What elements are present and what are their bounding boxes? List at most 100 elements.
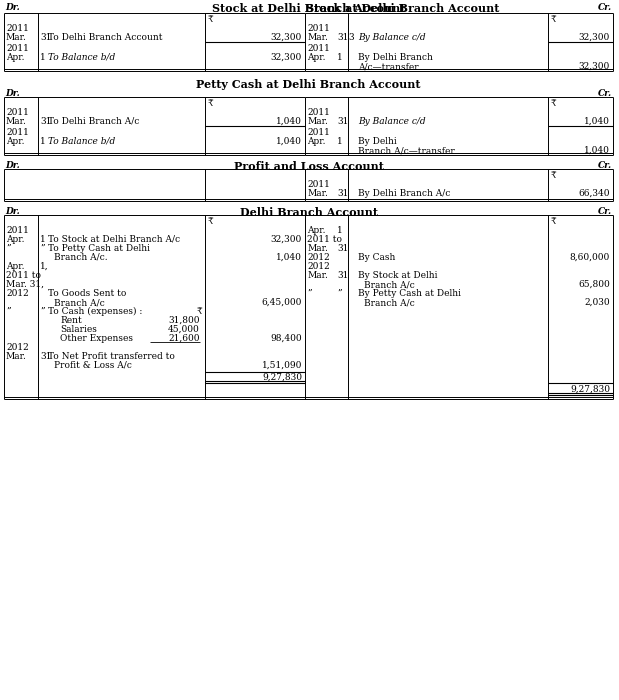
Text: To Stock at Delhi Branch A/c: To Stock at Delhi Branch A/c xyxy=(48,235,180,244)
Text: Mar.: Mar. xyxy=(6,33,27,42)
Text: By Balance c/d: By Balance c/d xyxy=(358,33,426,42)
Text: 2012: 2012 xyxy=(6,343,28,352)
Text: 1: 1 xyxy=(40,235,46,244)
Text: Mar.: Mar. xyxy=(307,189,328,198)
Text: Mar.: Mar. xyxy=(6,117,27,126)
Text: A/c—transfer: A/c—transfer xyxy=(358,62,418,71)
Text: By Delhi Branch: By Delhi Branch xyxy=(358,53,433,62)
Text: 31: 31 xyxy=(40,352,51,361)
Text: 2011 to: 2011 to xyxy=(307,235,342,244)
Text: Other Expenses: Other Expenses xyxy=(60,334,133,343)
Text: 2011: 2011 xyxy=(307,128,330,137)
Text: Dr.: Dr. xyxy=(5,3,20,12)
Text: ₹: ₹ xyxy=(196,307,202,316)
Text: 2011: 2011 xyxy=(6,108,29,117)
Text: To Cash (expenses) :: To Cash (expenses) : xyxy=(48,307,142,316)
Text: 9,27,830: 9,27,830 xyxy=(262,373,302,382)
Text: By Stock at Delhi: By Stock at Delhi xyxy=(358,271,438,280)
Text: 31: 31 xyxy=(337,189,348,198)
Text: Dr.: Dr. xyxy=(5,89,20,98)
Text: 2011: 2011 xyxy=(307,180,330,189)
Text: Cr.: Cr. xyxy=(598,161,612,170)
Text: ₹: ₹ xyxy=(208,99,214,108)
Text: Apr.: Apr. xyxy=(307,226,326,235)
Text: Apr.: Apr. xyxy=(6,53,25,62)
Text: ”: ” xyxy=(6,307,11,316)
Text: Apr.: Apr. xyxy=(6,235,25,244)
Text: Mar.: Mar. xyxy=(307,117,328,126)
Text: 31: 31 xyxy=(337,33,348,42)
Text: Dr.: Dr. xyxy=(5,161,20,170)
Text: 2011: 2011 xyxy=(307,44,330,53)
Text: Cr.: Cr. xyxy=(598,3,612,12)
Text: 2011: 2011 xyxy=(307,108,330,117)
Text: Branch A/c: Branch A/c xyxy=(54,298,105,307)
Text: 32,300: 32,300 xyxy=(271,53,302,62)
Text: 1,040: 1,040 xyxy=(584,146,610,155)
Text: 2012: 2012 xyxy=(307,262,330,271)
Text: 1,51,090: 1,51,090 xyxy=(262,361,302,370)
Text: 1: 1 xyxy=(337,53,343,62)
Text: 9,27,830: 9,27,830 xyxy=(570,385,610,394)
Text: To Net Profit transferred to: To Net Profit transferred to xyxy=(48,352,175,361)
Text: 31: 31 xyxy=(40,117,51,126)
Text: Apr.: Apr. xyxy=(6,262,25,271)
Text: 1,040: 1,040 xyxy=(276,137,302,146)
Text: 8,60,000: 8,60,000 xyxy=(569,253,610,262)
Text: ”: ” xyxy=(307,289,311,298)
Text: 31: 31 xyxy=(337,271,348,280)
Text: 2011: 2011 xyxy=(307,24,330,33)
Text: 1: 1 xyxy=(40,137,46,146)
Text: 31: 31 xyxy=(40,33,51,42)
Text: 1: 1 xyxy=(40,53,46,62)
Text: Profit and Loss Account: Profit and Loss Account xyxy=(233,161,383,172)
Text: To Delhi Branch A/c: To Delhi Branch A/c xyxy=(48,117,139,126)
Text: 1,040: 1,040 xyxy=(276,253,302,262)
Text: ₹: ₹ xyxy=(551,217,556,226)
Text: By Delhi: By Delhi xyxy=(358,137,397,146)
Text: Stock at Delhi Branch Account: Stock at Delhi Branch Account xyxy=(212,3,405,14)
Text: Rent: Rent xyxy=(60,316,82,325)
Text: Branch A/c: Branch A/c xyxy=(364,280,415,289)
Text: 45,000: 45,000 xyxy=(168,325,200,334)
Text: ”: ” xyxy=(40,307,45,316)
Text: Apr.: Apr. xyxy=(6,137,25,146)
Text: 1: 1 xyxy=(337,137,343,146)
Text: 2011: 2011 xyxy=(6,24,29,33)
Text: Branch A/c—transfer: Branch A/c—transfer xyxy=(358,146,455,155)
Text: To Delhi Branch Account: To Delhi Branch Account xyxy=(48,33,163,42)
Text: 32,300: 32,300 xyxy=(271,235,302,244)
Text: 2011 to: 2011 to xyxy=(6,271,41,280)
Text: 21,600: 21,600 xyxy=(168,334,200,343)
Text: 98,400: 98,400 xyxy=(271,334,302,343)
Text: By Delhi Branch A/c: By Delhi Branch A/c xyxy=(358,189,451,198)
Text: Branch A/c: Branch A/c xyxy=(364,298,415,307)
Text: Cr.: Cr. xyxy=(598,207,612,216)
Text: ₹: ₹ xyxy=(551,99,556,108)
Text: Mar.: Mar. xyxy=(6,352,27,361)
Text: Apr.: Apr. xyxy=(307,53,326,62)
Text: Cr.: Cr. xyxy=(598,89,612,98)
Text: 32,300: 32,300 xyxy=(579,33,610,42)
Text: 2012: 2012 xyxy=(307,253,330,262)
Text: 2011: 2011 xyxy=(6,226,29,235)
Text: 6,45,000: 6,45,000 xyxy=(262,298,302,307)
Text: Mar.: Mar. xyxy=(307,271,328,280)
Text: ₹: ₹ xyxy=(208,15,214,24)
Text: 1,040: 1,040 xyxy=(276,117,302,126)
Text: 31,800: 31,800 xyxy=(168,316,200,325)
Text: Mar.: Mar. xyxy=(307,244,328,253)
Text: 2011: 2011 xyxy=(6,44,29,53)
Text: 3: 3 xyxy=(349,33,358,42)
Text: To Balance b/d: To Balance b/d xyxy=(48,137,115,146)
Text: 2011: 2011 xyxy=(6,128,29,137)
Text: 31: 31 xyxy=(337,117,348,126)
Text: Apr.: Apr. xyxy=(307,137,326,146)
Text: Branch A/c.: Branch A/c. xyxy=(54,253,108,262)
Text: Mar.: Mar. xyxy=(307,33,328,42)
Text: 65,800: 65,800 xyxy=(578,280,610,289)
Text: 32,300: 32,300 xyxy=(271,33,302,42)
Text: ”: ” xyxy=(337,289,342,298)
Text: 1: 1 xyxy=(337,226,343,235)
Text: To Balance b/d: To Balance b/d xyxy=(48,53,115,62)
